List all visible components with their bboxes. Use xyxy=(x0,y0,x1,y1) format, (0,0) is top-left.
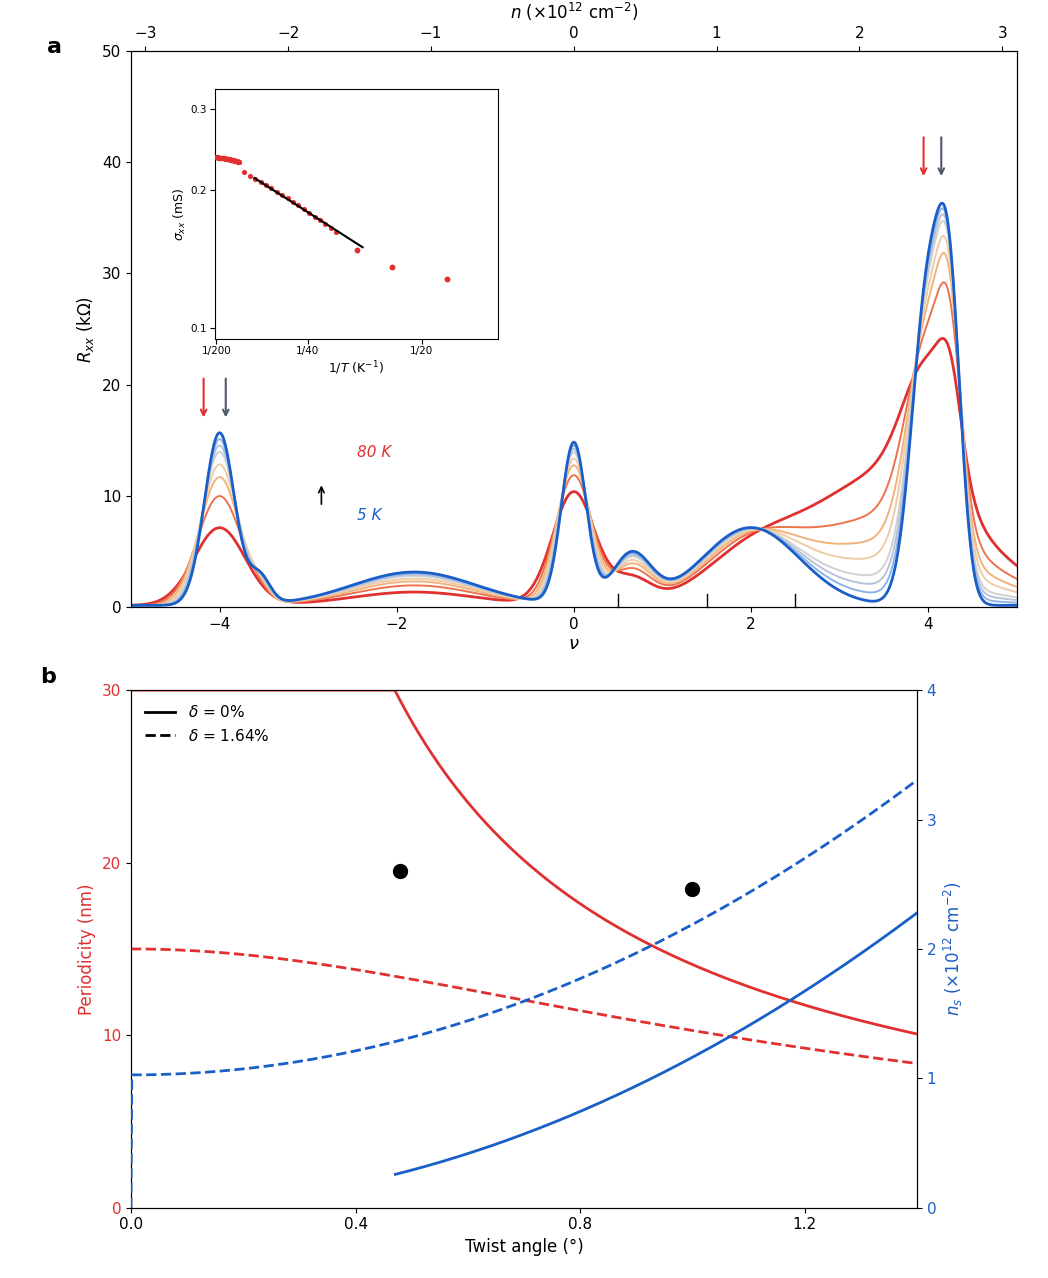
Point xyxy=(328,222,345,243)
Point xyxy=(209,147,225,167)
Point xyxy=(213,147,230,167)
Point xyxy=(220,148,237,169)
X-axis label: $n$ ($\times$10$^{12}$ cm$^{-2}$): $n$ ($\times$10$^{12}$ cm$^{-2}$) xyxy=(509,1,638,23)
Point xyxy=(296,199,312,220)
Point xyxy=(279,188,296,208)
Point xyxy=(241,165,258,185)
Text: 5 K: 5 K xyxy=(356,509,381,523)
Point xyxy=(213,148,230,169)
Point xyxy=(213,147,230,167)
X-axis label: Twist angle (°): Twist angle (°) xyxy=(464,1238,584,1256)
Point xyxy=(216,148,233,169)
Point xyxy=(224,150,241,170)
Point xyxy=(290,196,307,216)
Point xyxy=(228,151,245,171)
Point xyxy=(223,150,240,170)
Point xyxy=(223,150,240,170)
Point xyxy=(236,162,253,183)
Point xyxy=(285,192,302,212)
Point xyxy=(218,148,235,169)
Point xyxy=(230,151,246,171)
Point xyxy=(230,151,246,171)
Point xyxy=(311,210,328,230)
Point xyxy=(221,150,238,170)
Point xyxy=(209,147,225,167)
Point xyxy=(227,151,244,171)
Point xyxy=(228,151,245,171)
Text: a: a xyxy=(47,37,62,58)
Point xyxy=(217,148,234,169)
Point xyxy=(263,178,280,198)
Point xyxy=(210,147,226,167)
Point xyxy=(219,148,236,169)
Point xyxy=(225,151,242,171)
Point xyxy=(222,150,239,170)
Point xyxy=(218,148,235,169)
Point xyxy=(212,147,228,167)
Point xyxy=(226,151,243,171)
Point xyxy=(222,150,239,170)
Y-axis label: Periodicity (nm): Periodicity (nm) xyxy=(79,883,96,1015)
Point xyxy=(224,150,241,170)
Point xyxy=(323,219,340,239)
Point xyxy=(211,147,227,167)
Point xyxy=(210,147,226,167)
Point xyxy=(258,175,275,196)
Point xyxy=(219,148,236,169)
Text: b: b xyxy=(41,667,57,686)
Point xyxy=(221,150,238,170)
Point xyxy=(301,202,318,222)
Point xyxy=(384,257,400,277)
Point xyxy=(306,206,323,226)
X-axis label: 1/$T$ (K$^{-1}$): 1/$T$ (K$^{-1}$) xyxy=(328,359,385,377)
Point xyxy=(209,147,225,167)
Point xyxy=(214,148,231,169)
Point xyxy=(246,169,263,189)
X-axis label: $\nu$: $\nu$ xyxy=(568,635,580,653)
Point xyxy=(231,152,247,173)
Point xyxy=(230,152,246,173)
Point xyxy=(253,171,269,192)
Point xyxy=(684,878,701,898)
Text: 80 K: 80 K xyxy=(356,445,391,460)
Y-axis label: $R_{xx}$ (k$\Omega$): $R_{xx}$ (k$\Omega$) xyxy=(75,295,96,363)
Point xyxy=(231,152,247,173)
Point xyxy=(316,213,333,234)
Point xyxy=(215,148,232,169)
Point xyxy=(221,150,238,170)
Point xyxy=(225,150,242,170)
Point xyxy=(216,148,233,169)
Point xyxy=(212,147,228,167)
Y-axis label: $n_s$ ($\times$10$^{12}$ cm$^{-2}$): $n_s$ ($\times$10$^{12}$ cm$^{-2}$) xyxy=(942,882,965,1016)
Point xyxy=(274,185,290,206)
Point xyxy=(226,151,243,171)
Y-axis label: $\sigma_{xx}$ (mS): $\sigma_{xx}$ (mS) xyxy=(172,188,188,240)
Point xyxy=(268,181,285,202)
Point xyxy=(439,268,456,289)
Point xyxy=(215,148,232,169)
Point xyxy=(392,861,409,882)
Point xyxy=(225,151,242,171)
Legend: $\delta$ = 0%, $\delta$ = 1.64%: $\delta$ = 0%, $\delta$ = 1.64% xyxy=(138,698,276,750)
Point xyxy=(220,150,237,170)
Point xyxy=(227,151,244,171)
Point xyxy=(214,148,231,169)
Point xyxy=(217,148,234,169)
Point xyxy=(348,240,365,261)
Point xyxy=(211,147,227,167)
Point xyxy=(217,148,234,169)
